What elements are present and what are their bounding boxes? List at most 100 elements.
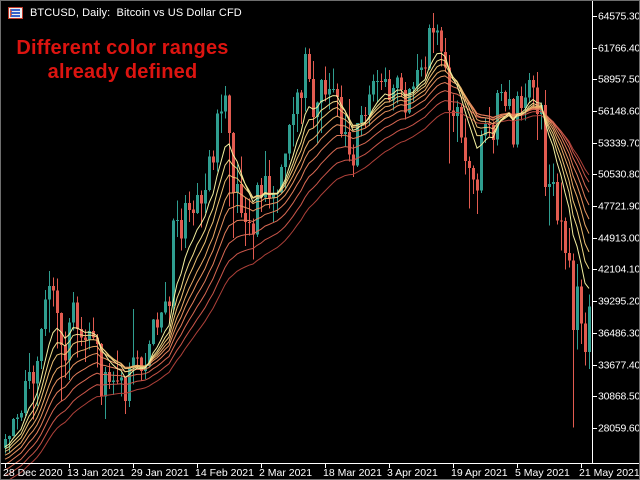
candle-body: [388, 78, 391, 101]
candle-wick: [33, 365, 34, 420]
candle-wick: [469, 156, 470, 209]
annotation-line-1: Different color ranges: [16, 37, 229, 59]
price-tick: [592, 301, 597, 302]
candle-wick: [477, 173, 478, 215]
candle-wick: [57, 278, 58, 349]
ema-line-period-11: [4, 58, 590, 450]
candle-body: [120, 377, 123, 381]
candle-body: [472, 168, 475, 180]
candle-body: [408, 89, 411, 113]
candle-body: [292, 113, 295, 126]
candle-body: [548, 183, 551, 188]
candle-body: [420, 67, 423, 70]
annotation-line-2: already defined: [47, 61, 198, 83]
date-axis-label: 28 Dec 2020: [3, 467, 63, 479]
price-axis-label: 61766.40: [598, 43, 640, 55]
candle-body: [164, 301, 167, 313]
candle-body: [364, 114, 367, 116]
price-axis-label: 28059.60: [598, 423, 640, 435]
candle-body: [528, 80, 531, 98]
date-tick: [69, 464, 70, 468]
price-tick: [592, 333, 597, 334]
candle-wick: [509, 80, 510, 110]
candle-wick: [345, 114, 346, 147]
candle-body: [588, 306, 591, 352]
chart-title-overlay: BTCUSD, Daily: Bitcoin vs US Dollar CFD: [8, 7, 242, 19]
candle-body: [56, 290, 59, 314]
candle-body: [524, 97, 527, 109]
candle-wick: [193, 200, 194, 226]
candle-body: [484, 124, 487, 136]
candle-wick: [93, 317, 94, 340]
candle-wick: [201, 190, 202, 228]
candle-wick: [277, 189, 278, 214]
candle-wick: [49, 271, 50, 333]
candle-body: [108, 372, 111, 383]
candle-body: [20, 413, 23, 418]
date-axis-label: 13 Jan 2021: [67, 467, 125, 479]
candle-body: [328, 89, 331, 95]
candle-body: [152, 319, 155, 344]
candle-wick: [17, 414, 18, 430]
price-axis-label: 64575.30: [598, 11, 640, 23]
candle-body: [444, 51, 447, 68]
candle-body: [248, 222, 251, 224]
candle-body: [428, 28, 431, 69]
ema-line-period-18: [4, 70, 590, 456]
chart-window-icon: [8, 7, 23, 19]
candle-wick: [229, 94, 230, 207]
candle-body: [316, 102, 319, 118]
candle-body: [80, 329, 83, 338]
candle-body: [464, 137, 467, 162]
candle-body: [48, 286, 51, 300]
price-tick: [592, 396, 597, 397]
candle-body: [216, 113, 219, 163]
price-axis-label: 39295.20: [598, 296, 640, 308]
candle-body: [72, 302, 75, 323]
candle-body: [552, 182, 555, 184]
date-tick: [133, 464, 134, 468]
candle-body: [208, 156, 211, 190]
candle-wick: [433, 12, 434, 53]
candle-wick: [61, 312, 62, 402]
candle-body: [452, 110, 455, 116]
candle-wick: [573, 253, 574, 428]
candle-wick: [121, 372, 122, 397]
candle-body: [412, 86, 415, 89]
candle-body: [348, 131, 351, 155]
time-axis-line[interactable]: [1, 463, 640, 464]
price-axis-line[interactable]: [592, 1, 593, 463]
candle-body: [532, 80, 535, 88]
candle-body: [576, 286, 579, 330]
candle-body: [168, 301, 171, 306]
candle-body: [500, 92, 503, 93]
candle-body: [360, 114, 363, 123]
candle-body: [24, 381, 27, 414]
candle-body: [372, 81, 375, 95]
candle-wick: [221, 94, 222, 133]
candle-body: [320, 80, 323, 103]
candle-body: [480, 135, 483, 191]
price-tick: [592, 48, 597, 49]
candle-body: [232, 133, 235, 193]
candle-body: [416, 69, 419, 87]
candle-wick: [349, 99, 350, 162]
candle-body: [132, 357, 135, 368]
candle-body: [508, 99, 511, 106]
candle-body: [584, 323, 587, 352]
annotation-label[interactable]: Different color ranges already defined: [1, 36, 244, 84]
date-axis-label: 5 May 2021: [515, 467, 570, 479]
candle-body: [184, 203, 187, 239]
candle-wick: [169, 296, 170, 323]
price-axis-label: 44913.00: [598, 233, 640, 245]
candle-body: [188, 203, 191, 210]
candle-body: [436, 30, 439, 33]
candle-body: [272, 192, 275, 199]
candle-body: [64, 345, 67, 361]
price-tick: [592, 428, 597, 429]
candle-body: [432, 28, 435, 33]
candle-body: [468, 161, 471, 168]
